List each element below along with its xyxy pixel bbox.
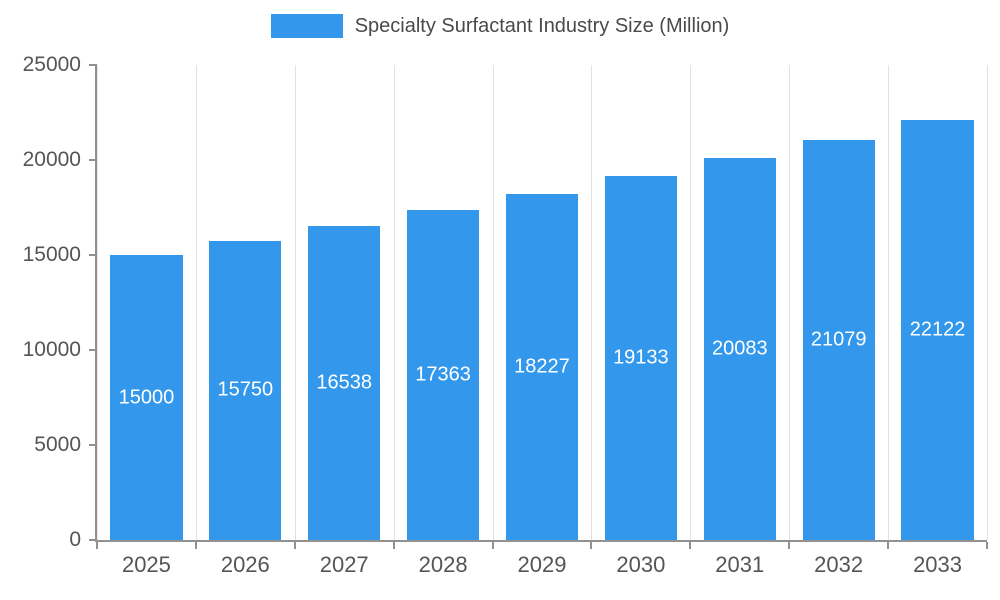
y-axis-label: 5000	[34, 433, 81, 456]
x-axis-label: 2025	[121, 552, 171, 577]
bar-value-label: 17363	[415, 363, 471, 386]
x-axis-tick	[96, 542, 98, 549]
vertical-gridline	[690, 65, 692, 540]
y-axis-tick	[89, 444, 97, 446]
x-axis-label: 2027	[319, 552, 369, 577]
y-axis-tick	[89, 64, 97, 66]
y-axis-tick	[89, 349, 97, 351]
x-axis-tick	[689, 542, 692, 549]
x-axis-tick	[887, 542, 890, 549]
y-axis-label: 15000	[22, 243, 81, 266]
bar-value-label: 20083	[711, 337, 768, 360]
vertical-gridline	[492, 65, 494, 540]
x-axis-label: 2028	[418, 552, 468, 577]
x-axis-label: 2032	[814, 552, 864, 577]
bar-value-label: 21079	[810, 328, 867, 351]
vertical-gridline	[888, 65, 890, 540]
vertical-gridline	[97, 65, 98, 540]
x-axis-tick	[788, 542, 791, 549]
x-axis-label: 2026	[220, 552, 270, 577]
legend-swatch	[270, 14, 343, 38]
chart-legend[interactable]: Specialty Surfactant Industry Size (Mill…	[0, 14, 1000, 38]
bar-2029: 18227	[505, 193, 579, 540]
vertical-gridline	[294, 65, 296, 540]
bar-2032: 21079	[802, 139, 875, 540]
plot-area: 15000 2025 15750 2026 16538 2027 17363 2028 1822…	[23, 53, 988, 577]
bar-2025: 15000	[110, 255, 183, 540]
x-axis-tick	[392, 542, 395, 549]
bar-value-label: 15000	[118, 386, 175, 408]
bar-value-label: 22122	[909, 318, 966, 341]
y-axis-label: 25000	[22, 53, 81, 76]
bar-2028: 17363	[407, 210, 480, 540]
vertical-gridline	[987, 65, 988, 540]
y-axis-label: 0	[69, 528, 81, 551]
vertical-gridline	[393, 65, 395, 540]
y-axis-tick	[89, 539, 97, 541]
bar-2027: 16538	[308, 225, 381, 540]
x-axis-tick	[986, 542, 988, 549]
x-axis-tick	[293, 542, 296, 549]
vertical-gridline	[195, 65, 197, 540]
y-axis-tick	[89, 254, 97, 256]
bar-value-label: 18227	[514, 355, 570, 378]
x-axis-tick	[590, 542, 593, 549]
y-axis-label: 20000	[22, 148, 81, 171]
vertical-gridline	[789, 65, 791, 540]
x-axis-label: 2031	[715, 552, 765, 577]
vertical-gridline	[591, 65, 593, 540]
x-axis-tick	[491, 542, 494, 549]
bar-value-label: 15750	[217, 378, 274, 401]
y-axis-label: 10000	[22, 338, 81, 361]
legend-label: Specialty Surfactant Industry Size (Mill…	[354, 14, 730, 37]
bar-value-label: 16538	[316, 371, 373, 394]
y-axis-tick	[89, 159, 97, 161]
bar-2026: 15750	[209, 240, 282, 540]
x-axis-label: 2030	[616, 552, 666, 577]
bar-2030: 19133	[604, 176, 677, 540]
bar-2033: 22122	[901, 119, 974, 540]
x-axis-label: 2029	[517, 552, 567, 577]
x-axis-tick	[194, 542, 197, 549]
bar-value-label: 19133	[613, 346, 669, 369]
bar-2031: 20083	[703, 158, 776, 540]
x-axis-label: 2033	[913, 552, 963, 577]
